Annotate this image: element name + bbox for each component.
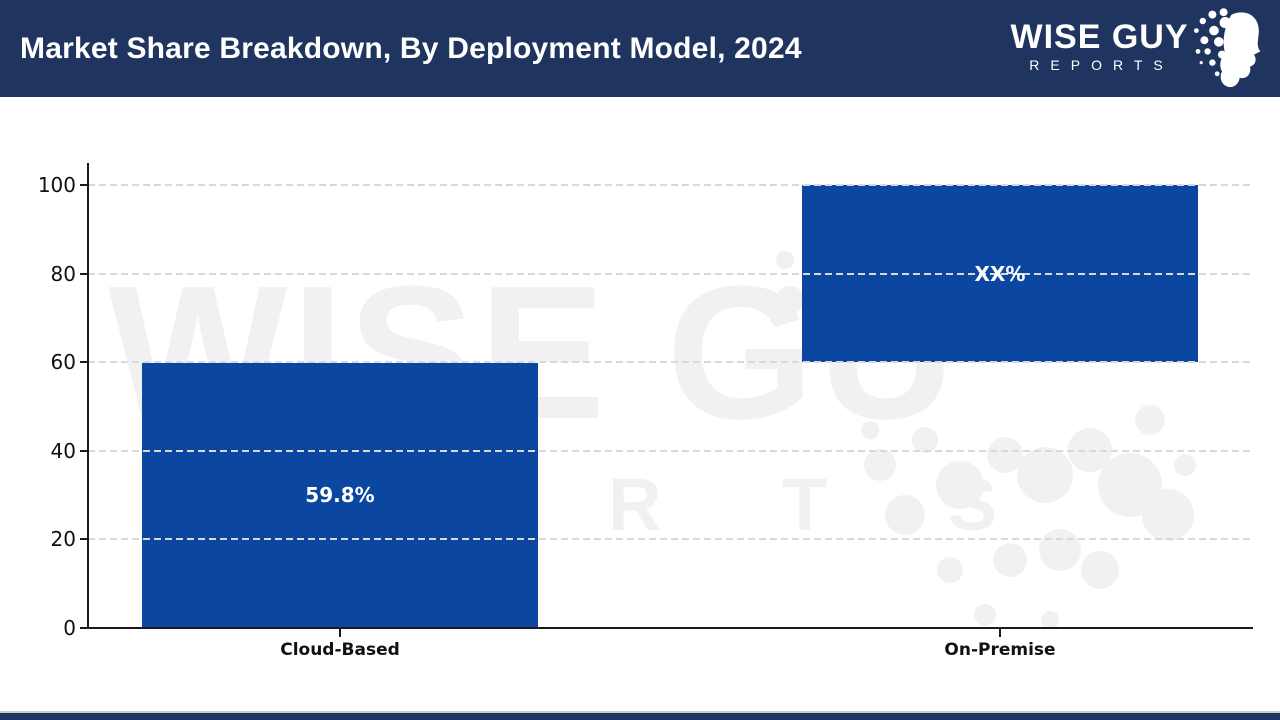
y-axis-tick (80, 272, 88, 275)
x-axis-line (87, 627, 1253, 629)
y-axis-tick-label: 0 (63, 615, 76, 640)
logo-text: WISE GUY REPORTS (1007, 20, 1192, 73)
wise-guy-logo: WISE GUY REPORTS (1007, 6, 1262, 92)
gridline (88, 449, 1253, 452)
y-axis-tick (80, 626, 88, 629)
y-axis-tick (80, 449, 88, 452)
logo-name: WISE GUY (1010, 18, 1189, 56)
footer-bar (0, 713, 1280, 720)
y-axis-tick (80, 538, 88, 540)
y-axis-tick (80, 184, 88, 186)
bottom-divider (0, 711, 1280, 713)
gridline (88, 184, 1253, 186)
x-axis-tick (999, 629, 1001, 637)
y-axis-tick-label: 100 (37, 173, 76, 197)
page-title: Market Share Breakdown, By Deployment Mo… (20, 31, 802, 65)
logo-face-icon (1194, 8, 1261, 88)
y-axis-tick-label: 60 (50, 350, 76, 374)
bar-cloud-based: 59.8% (142, 362, 538, 628)
y-axis-tick-label: 20 (50, 527, 76, 551)
x-axis-category-label: On-Premise (944, 640, 1056, 660)
x-axis-category-label: Cloud-Based (280, 640, 400, 660)
x-axis-tick (339, 629, 341, 637)
gridline (88, 272, 1253, 275)
y-axis-tick (80, 361, 88, 363)
logo-subtitle: REPORTS (1029, 57, 1174, 73)
y-axis-tick-label: 80 (50, 261, 76, 286)
watermark-text: R T S (608, 463, 1048, 546)
y-axis-tick-label: 40 (50, 438, 76, 463)
header-bar: Market Share Breakdown, By Deployment Mo… (0, 0, 1280, 97)
y-axis-line (87, 163, 89, 629)
gridline (88, 538, 1253, 540)
gridline (88, 361, 1253, 363)
bar-value-label: 59.8% (305, 483, 375, 508)
watermark-dots-face (776, 251, 1196, 629)
bar-value-label: XX% (974, 261, 1026, 286)
